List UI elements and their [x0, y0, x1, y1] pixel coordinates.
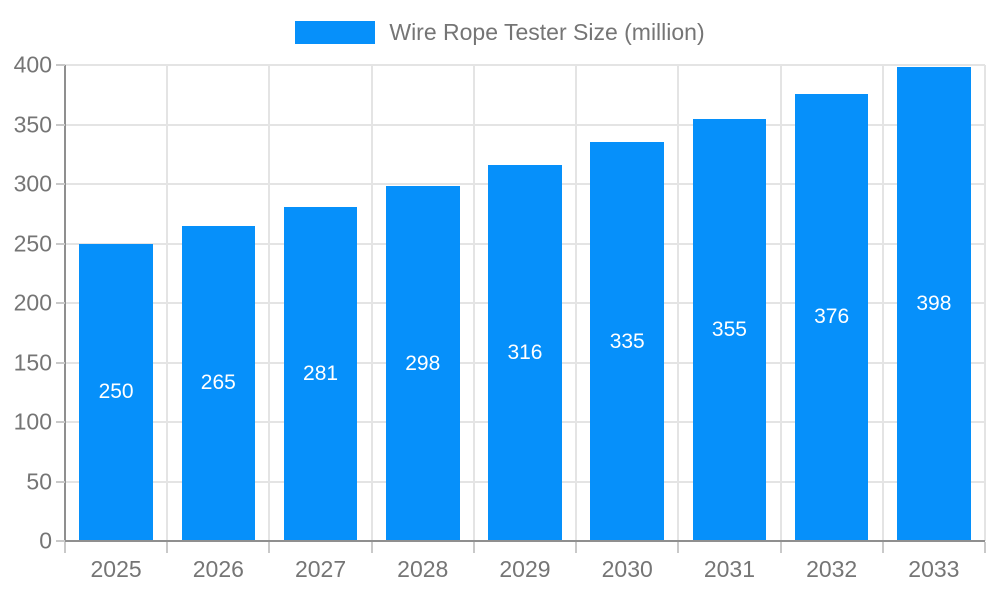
bar-2025[interactable]: 250	[79, 243, 153, 541]
x-tick	[268, 542, 271, 553]
legend[interactable]: Wire Rope Tester Size (million)	[0, 14, 1000, 50]
legend-swatch	[295, 20, 376, 44]
bar-value-label: 298	[405, 351, 441, 375]
v-gridline	[575, 65, 578, 541]
bar-value-label: 316	[507, 340, 543, 364]
v-gridline	[984, 65, 986, 541]
y-tick	[56, 183, 65, 185]
legend-label: Wire Rope Tester Size (million)	[389, 18, 705, 45]
y-tick-label: 350	[13, 111, 52, 137]
x-tick-label: 2027	[294, 556, 347, 582]
bar-2033[interactable]: 398	[897, 67, 971, 541]
x-tick-label: 2026	[192, 556, 244, 582]
y-tick	[56, 421, 65, 423]
h-gridline	[65, 123, 985, 126]
y-tick-label: 400	[13, 51, 52, 78]
x-tick	[472, 542, 475, 553]
bar-2030[interactable]: 335	[590, 142, 665, 541]
x-tick	[166, 542, 169, 553]
bar-2027[interactable]: 281	[283, 206, 358, 541]
h-gridline	[65, 64, 985, 66]
y-tick-label: 300	[13, 170, 52, 197]
v-gridline	[677, 65, 680, 541]
bar-value-label: 398	[916, 292, 952, 316]
x-tick	[575, 542, 578, 553]
y-tick	[56, 302, 65, 304]
bar-value-label: 281	[303, 361, 339, 385]
y-tick-label: 200	[13, 289, 52, 316]
bar-value-label: 355	[711, 317, 747, 341]
y-tick	[56, 123, 65, 126]
x-tick	[64, 542, 66, 553]
bar-2031[interactable]: 355	[692, 118, 767, 541]
x-tick	[779, 542, 782, 553]
bar-value-label: 335	[609, 329, 645, 353]
x-tick-label: 2033	[908, 556, 960, 582]
y-tick-label: 250	[13, 230, 52, 256]
bar-2026[interactable]: 265	[181, 225, 256, 541]
x-tick-label: 2029	[499, 556, 551, 582]
v-gridline	[472, 65, 475, 541]
x-tick-label: 2032	[806, 556, 858, 582]
x-tick-label: 2025	[90, 556, 142, 582]
bar-value-label: 376	[814, 305, 850, 329]
v-gridline	[370, 65, 373, 541]
x-tick-label: 2028	[397, 556, 449, 582]
x-tick	[677, 542, 680, 553]
plot-area: 250 265 281 298 316 335 355 376 398	[65, 64, 986, 541]
x-axis-line	[64, 540, 985, 542]
y-tick-label: 50	[26, 468, 52, 494]
bar-2028[interactable]: 298	[385, 186, 460, 541]
bar-value-label: 265	[200, 371, 236, 395]
y-tick-label: 100	[13, 408, 52, 435]
v-gridline	[779, 65, 782, 541]
v-gridline	[268, 65, 271, 541]
v-gridline	[166, 65, 169, 541]
y-axis-line	[64, 65, 66, 542]
v-gridline	[881, 65, 884, 541]
y-tick	[56, 480, 65, 483]
bar-2032[interactable]: 376	[794, 93, 869, 541]
y-tick-label: 150	[13, 349, 52, 375]
y-tick	[56, 540, 65, 542]
bar-2029[interactable]: 316	[488, 164, 562, 541]
y-tick	[56, 64, 65, 66]
x-tick	[984, 542, 986, 553]
x-tick	[370, 542, 373, 553]
y-tick-label: 0	[39, 527, 52, 554]
x-tick-label: 2030	[601, 556, 653, 582]
x-tick	[881, 542, 884, 553]
y-tick	[56, 242, 65, 245]
bar-value-label: 250	[98, 380, 134, 404]
x-tick-label: 2031	[703, 556, 756, 582]
y-tick	[56, 361, 65, 364]
